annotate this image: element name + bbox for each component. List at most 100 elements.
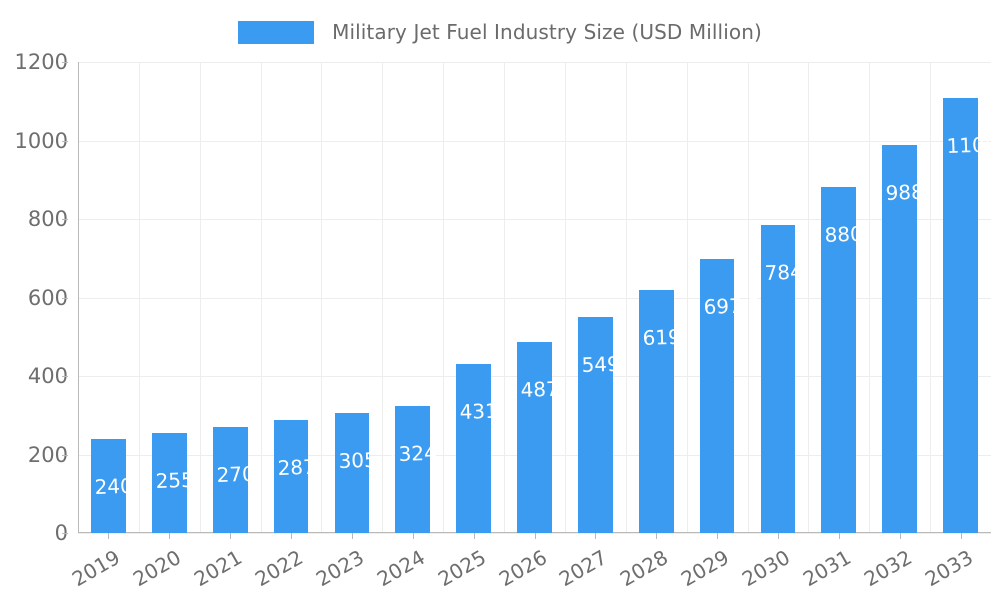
gridline-vertical <box>443 62 444 533</box>
y-axis-tick-label: 400 <box>27 364 68 388</box>
y-axis-tick-mark <box>62 140 68 142</box>
bar[interactable] <box>943 98 978 533</box>
bar[interactable] <box>699 259 735 533</box>
bar-group[interactable]: 270.8 <box>212 62 274 533</box>
legend-label: Military Jet Fuel Industry Size (USD Mil… <box>332 20 762 44</box>
y-axis-tick-mark <box>62 62 68 63</box>
bar[interactable] <box>395 405 431 533</box>
bar[interactable] <box>638 289 674 533</box>
gridline-horizontal <box>78 140 991 142</box>
y-axis-labels: 0 200 400 600 800 1000 1200 <box>0 50 68 545</box>
gridline-vertical <box>382 62 383 533</box>
bar-group[interactable]: 240.5 <box>91 62 152 533</box>
x-axis-tick-label: 2028 <box>616 545 673 592</box>
x-axis-tick-label: 2031 <box>798 545 855 592</box>
gridline-vertical <box>687 62 688 533</box>
gridline-vertical <box>321 62 322 533</box>
bar-group[interactable]: 487.2 <box>517 62 578 533</box>
bar-group[interactable]: 1108.3 <box>943 62 1000 533</box>
x-axis-tick-label: 2033 <box>920 545 977 592</box>
gridline-vertical <box>200 62 201 533</box>
x-axis-tick-label: 2020 <box>129 545 186 592</box>
gridline-vertical <box>930 62 931 533</box>
x-axis-tick-label: 2025 <box>433 545 490 592</box>
x-axis-tick-label: 2032 <box>859 545 916 592</box>
x-axis-tick-label: 2021 <box>190 545 247 592</box>
bar[interactable] <box>517 341 552 533</box>
bar-group[interactable]: 697.3 <box>699 62 761 533</box>
plot-area: 240.5 255.1 270.8 287.5 305.2 324 431.1 487.2 54… <box>78 62 1000 534</box>
x-axis-tick-mark <box>656 533 657 539</box>
x-axis-tick-mark <box>595 533 596 539</box>
bar[interactable] <box>821 187 857 533</box>
bar[interactable] <box>882 144 918 533</box>
y-axis-tick-mark <box>62 454 68 456</box>
x-axis-tick-label: 2019 <box>68 545 125 592</box>
y-axis-line <box>78 62 79 533</box>
gridline-vertical <box>808 62 809 533</box>
y-axis-tick-mark <box>62 533 68 534</box>
y-axis-tick-mark <box>62 297 68 299</box>
bar-group[interactable]: 784.1 <box>760 62 822 533</box>
x-axis-tick-mark <box>900 533 901 539</box>
bar[interactable] <box>334 413 370 533</box>
x-axis-tick-mark <box>474 533 475 539</box>
gridline-vertical <box>626 62 627 533</box>
gridline-vertical <box>139 62 140 533</box>
x-axis-tick-mark <box>291 533 292 539</box>
bar-group[interactable]: 431.1 <box>456 62 518 533</box>
y-axis-tick-label: 200 <box>27 442 68 467</box>
x-axis-tick-mark <box>778 533 779 539</box>
x-axis-tick-label: 2029 <box>677 545 734 592</box>
bar-group[interactable]: 255.1 <box>151 62 213 533</box>
x-axis-tick-mark <box>108 533 109 539</box>
bar-group[interactable]: 619.5 <box>638 62 700 533</box>
gridline-vertical <box>504 62 505 533</box>
gridline-horizontal <box>78 219 991 220</box>
y-axis-tick-label: 800 <box>27 207 68 231</box>
gridline-horizontal <box>78 62 991 63</box>
y-axis-tick-mark <box>62 219 68 220</box>
x-axis-tick-label: 2026 <box>494 545 551 592</box>
gridline-horizontal <box>78 297 991 299</box>
bar[interactable] <box>151 432 187 533</box>
x-axis-tick-mark <box>839 533 840 539</box>
x-axis-tick-label: 2022 <box>250 545 308 592</box>
bar[interactable] <box>456 363 491 533</box>
x-axis-tick-label: 2023 <box>311 545 368 592</box>
bar[interactable] <box>578 317 613 533</box>
y-axis-tick-label: 1000 <box>14 128 68 153</box>
x-axis-tick-label: 2024 <box>372 545 429 592</box>
y-axis-tick-label: 0 <box>54 521 68 545</box>
legend-swatch[interactable] <box>238 20 315 44</box>
bar-group[interactable]: 287.5 <box>273 62 335 533</box>
bar-group[interactable]: 549.8 <box>578 62 639 533</box>
gridline-vertical <box>565 62 566 533</box>
bar-group[interactable]: 305.2 <box>334 62 396 533</box>
bar-group[interactable]: 880.9 <box>821 62 883 533</box>
x-axis-tick-mark <box>230 533 231 539</box>
x-axis-tick-mark <box>961 533 962 539</box>
x-axis-labels: 2019 2020 2021 2022 2023 2024 2025 2026 2027 2028… <box>68 533 991 600</box>
bar[interactable] <box>273 420 309 533</box>
x-axis-tick-label: 2027 <box>555 545 612 592</box>
bar-group[interactable]: 324 <box>395 62 438 533</box>
gridline-horizontal <box>78 533 991 534</box>
x-axis-tick-mark <box>169 533 170 539</box>
chart-legend[interactable]: Military Jet Fuel Industry Size (USD Mil… <box>0 14 1000 50</box>
bar-group[interactable]: 988.8 <box>882 62 944 533</box>
x-axis-tick-label: 2030 <box>737 545 794 592</box>
y-axis-tick-label: 600 <box>27 285 68 310</box>
gridline-vertical <box>261 62 262 533</box>
gridline-vertical <box>748 62 749 533</box>
bar[interactable] <box>91 438 126 533</box>
x-axis-tick-mark <box>413 533 414 539</box>
y-axis-tick-label: 1200 <box>14 50 68 74</box>
bar[interactable] <box>760 225 796 533</box>
gridline-vertical <box>869 62 870 533</box>
y-axis-tick-mark <box>62 376 68 377</box>
x-axis-tick-mark <box>717 533 718 539</box>
bar[interactable] <box>212 426 248 533</box>
x-axis-tick-mark <box>535 533 536 539</box>
